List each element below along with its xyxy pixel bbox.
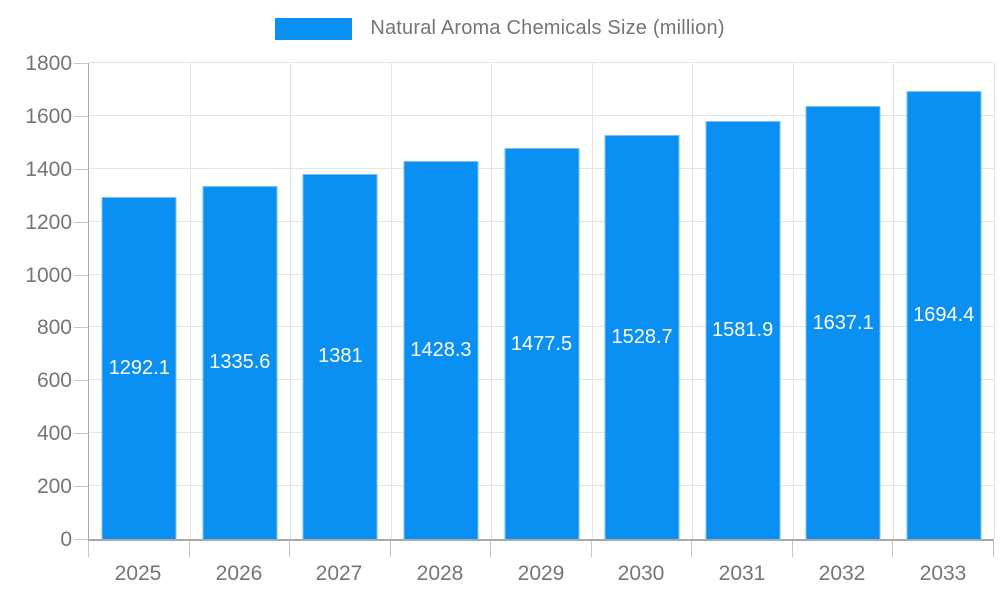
y-axis-label: 400 [36,422,72,445]
x-axis-label: 2028 [416,562,464,585]
y-axis-label: 200 [36,475,72,498]
x-gridline [390,63,392,539]
bar-value-label: 1637.1 [812,311,874,334]
bar[interactable]: 1381 [302,173,378,539]
y-axis-tick [74,116,88,117]
x-gridline [792,63,794,539]
y-axis-label: 1400 [25,158,72,181]
bar-value-label: 1428.3 [410,339,472,362]
x-axis-tick [490,541,491,557]
legend[interactable]: Natural Aroma Chemicals Size (million) [0,17,1000,40]
y-axis-label: 800 [36,316,72,339]
bar[interactable]: 1528.7 [604,134,680,539]
y-axis-tick [74,222,88,223]
y-axis-tick [74,433,88,434]
x-axis-label: 2026 [215,562,263,585]
y-axis-label: 600 [36,369,72,392]
y-axis-label: 0 [60,528,72,551]
y-axis-tick [74,327,88,328]
x-gridline [591,63,593,539]
x-gridline [189,63,191,539]
bar[interactable]: 1477.5 [504,148,579,539]
bar[interactable]: 1335.6 [202,185,278,539]
y-axis-tick [74,63,88,64]
x-axis-label: 2030 [617,562,665,585]
bar[interactable]: 1694.4 [906,90,982,539]
bar-value-label: 1477.5 [510,332,573,355]
bar-value-label: 1528.7 [611,325,673,348]
x-axis-tick [792,541,793,557]
x-gridline [692,63,694,539]
x-axis-label: 2025 [114,562,162,585]
y-axis-label: 1600 [25,105,72,128]
y-axis-label: 1800 [25,52,72,75]
x-axis-tick [289,541,290,557]
bar[interactable]: 1292.1 [101,197,177,539]
x-axis-tick [189,541,190,557]
x-axis-tick [993,541,994,557]
bar[interactable]: 1637.1 [805,106,881,539]
plot-area: 1292.1 1335.6 1381 1428.3 1477.5 1528.7 1581.9… [88,62,995,541]
bar[interactable]: 1428.3 [403,161,479,539]
y-gridline [89,62,994,63]
x-axis-tick [88,541,89,557]
y-axis-label: 1000 [25,264,72,287]
y-gridline [89,114,994,116]
bar[interactable]: 1581.9 [705,120,781,539]
bar-value-label: 1381 [318,345,363,368]
bar-value-label: 1292.1 [108,357,170,380]
y-axis-tick [74,539,88,540]
bar-value-label: 1335.6 [209,351,271,374]
x-axis-tick [691,541,692,557]
y-axis-tick [74,275,88,276]
bar-value-label: 1581.9 [712,318,774,341]
x-gridline [491,63,493,539]
x-axis-label: 2027 [315,562,363,585]
x-axis-label: 2031 [718,562,766,585]
y-axis-tick [74,486,88,487]
x-axis-label: 2032 [818,562,866,585]
y-axis-label: 1200 [25,211,72,234]
y-axis-tick [74,380,88,381]
legend-label: Natural Aroma Chemicals Size (million) [370,17,725,39]
legend-swatch [275,17,353,40]
x-gridline [994,63,995,539]
x-gridline [290,63,292,539]
x-axis-tick [892,541,893,557]
x-axis-label: 2029 [517,562,565,585]
x-axis-tick [591,541,592,557]
bar-value-label: 1694.4 [913,303,975,326]
y-axis-tick [74,169,88,170]
x-gridline [893,63,895,539]
x-axis-tick [390,541,391,557]
x-axis-label: 2033 [919,562,967,585]
